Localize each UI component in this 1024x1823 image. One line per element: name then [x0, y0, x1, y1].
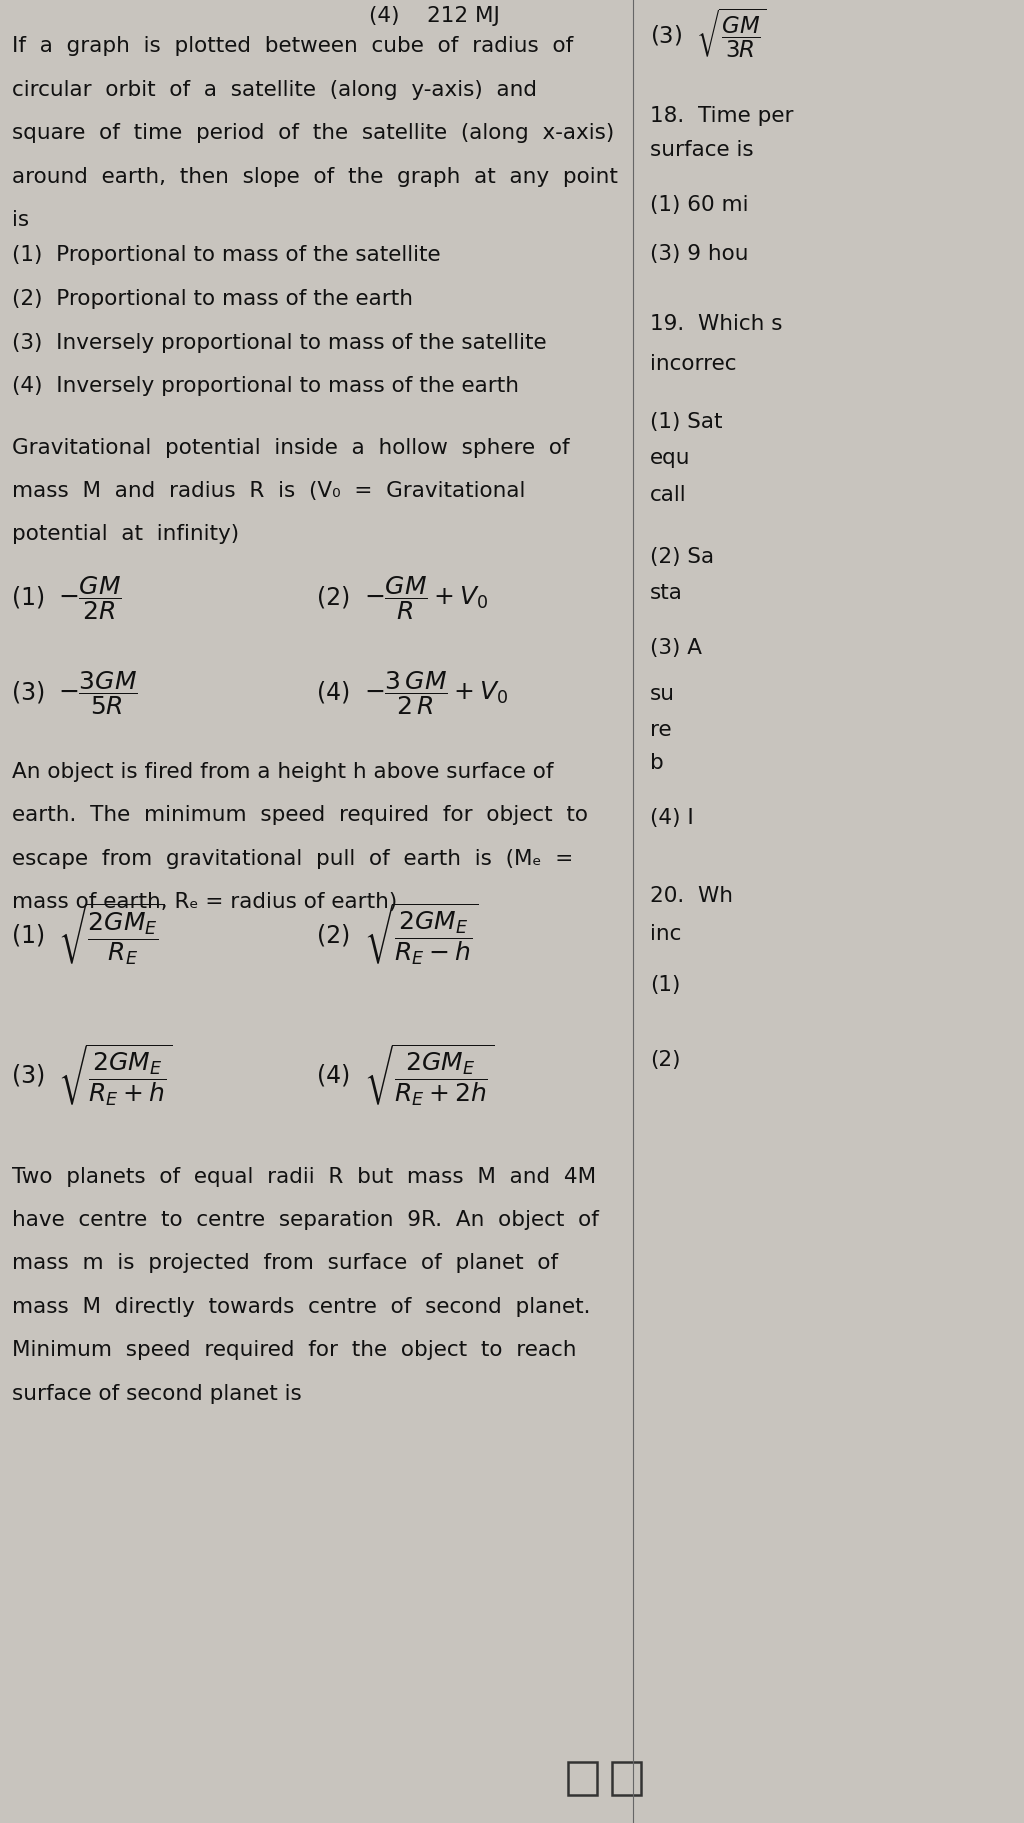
Text: incorrec: incorrec: [650, 354, 736, 374]
Text: (4): (4): [317, 680, 350, 706]
Text: escape  from  gravitational  pull  of  earth  is  (Mₑ  =: escape from gravitational pull of earth …: [12, 850, 573, 870]
Text: (2): (2): [317, 922, 350, 948]
Text: (3) A: (3) A: [650, 638, 702, 658]
Text: (1) 60 mi: (1) 60 mi: [650, 195, 749, 215]
Text: (3): (3): [12, 680, 45, 706]
Text: 20.  Wh: 20. Wh: [650, 886, 733, 906]
Text: surface is: surface is: [650, 140, 754, 160]
Text: circular  orbit  of  a  satellite  (along  y-axis)  and: circular orbit of a satellite (along y-a…: [12, 80, 538, 100]
Text: (4)    212 MJ: (4) 212 MJ: [369, 5, 500, 26]
Text: $-\dfrac{GM}{2R}$: $-\dfrac{GM}{2R}$: [58, 574, 122, 622]
Text: $-\dfrac{3GM}{5R}$: $-\dfrac{3GM}{5R}$: [58, 669, 138, 716]
Text: call: call: [650, 485, 687, 505]
Text: (2): (2): [317, 585, 350, 611]
Text: re: re: [650, 720, 672, 740]
Text: $\sqrt{\dfrac{2GM_E}{R_E-h}}$: $\sqrt{\dfrac{2GM_E}{R_E-h}}$: [364, 902, 478, 968]
Text: $-\dfrac{GM}{R}+V_0$: $-\dfrac{GM}{R}+V_0$: [364, 574, 488, 622]
Text: around  earth,  then  slope  of  the  graph  at  any  point: around earth, then slope of the graph at…: [12, 166, 618, 186]
Text: equ: equ: [650, 448, 691, 469]
Text: (2)  Proportional to mass of the earth: (2) Proportional to mass of the earth: [12, 288, 414, 308]
Text: An object is fired from a height h above surface of: An object is fired from a height h above…: [12, 762, 554, 782]
Text: surface of second planet is: surface of second planet is: [12, 1384, 302, 1404]
Text: If  a  graph  is  plotted  between  cube  of  radius  of: If a graph is plotted between cube of ra…: [12, 36, 573, 57]
Text: $\sqrt{\dfrac{2GM_E}{R_E}}$: $\sqrt{\dfrac{2GM_E}{R_E}}$: [58, 902, 165, 968]
Text: sta: sta: [650, 583, 683, 603]
Text: mass  M  and  radius  R  is  (V₀  =  Gravitational: mass M and radius R is (V₀ = Gravitation…: [12, 481, 525, 501]
Text: (4)  Inversely proportional to mass of the earth: (4) Inversely proportional to mass of th…: [12, 376, 519, 396]
Text: potential  at  infinity): potential at infinity): [12, 525, 240, 545]
Text: (3): (3): [12, 1063, 45, 1088]
Text: is: is: [12, 210, 30, 230]
Text: $-\dfrac{3\,GM}{2\,R}+V_0$: $-\dfrac{3\,GM}{2\,R}+V_0$: [364, 669, 508, 716]
Text: earth.  The  minimum  speed  required  for  object  to: earth. The minimum speed required for ob…: [12, 806, 588, 826]
Text: (1)  Proportional to mass of the satellite: (1) Proportional to mass of the satellit…: [12, 244, 441, 264]
Text: mass  m  is  projected  from  surface  of  planet  of: mass m is projected from surface of plan…: [12, 1254, 558, 1274]
Text: (1): (1): [12, 922, 45, 948]
Text: $\sqrt{\dfrac{2GM_E}{R_E+2h}}$: $\sqrt{\dfrac{2GM_E}{R_E+2h}}$: [364, 1043, 494, 1108]
Text: su: su: [650, 684, 675, 704]
Text: b: b: [650, 753, 664, 773]
Text: (4): (4): [317, 1063, 350, 1088]
Text: (2): (2): [650, 1050, 681, 1070]
Text: 19.  Which s: 19. Which s: [650, 314, 782, 334]
Text: $\sqrt{\dfrac{2GM_E}{R_E+h}}$: $\sqrt{\dfrac{2GM_E}{R_E+h}}$: [58, 1043, 173, 1108]
Text: Two  planets  of  equal  radii  R  but  mass  M  and  4M: Two planets of equal radii R but mass M …: [12, 1167, 596, 1187]
Text: (1): (1): [12, 585, 45, 611]
Text: Gravitational  potential  inside  a  hollow  sphere  of: Gravitational potential inside a hollow …: [12, 438, 570, 458]
Text: inc: inc: [650, 924, 682, 944]
Text: 18.  Time per: 18. Time per: [650, 106, 794, 126]
Bar: [568, 1761, 597, 1794]
Text: (3) 9 hou: (3) 9 hou: [650, 244, 749, 264]
Text: (4) I: (4) I: [650, 808, 694, 828]
Text: square  of  time  period  of  the  satellite  (along  x-axis): square of time period of the satellite (…: [12, 124, 614, 144]
Text: (3)  Inversely proportional to mass of the satellite: (3) Inversely proportional to mass of th…: [12, 332, 547, 352]
Bar: [612, 1761, 641, 1794]
Text: Minimum  speed  required  for  the  object  to  reach: Minimum speed required for the object to…: [12, 1340, 577, 1360]
Text: mass  M  directly  towards  centre  of  second  planet.: mass M directly towards centre of second…: [12, 1296, 591, 1316]
Text: mass of earth, Rₑ = radius of earth): mass of earth, Rₑ = radius of earth): [12, 891, 397, 912]
Text: (1): (1): [650, 975, 681, 995]
Text: (1) Sat: (1) Sat: [650, 412, 723, 432]
Text: (3)  $\sqrt{\dfrac{GM}{3R}}$: (3) $\sqrt{\dfrac{GM}{3R}}$: [650, 5, 767, 60]
Text: have  centre  to  centre  separation  9R.  An  object  of: have centre to centre separation 9R. An …: [12, 1210, 599, 1231]
Text: (2) Sa: (2) Sa: [650, 547, 715, 567]
